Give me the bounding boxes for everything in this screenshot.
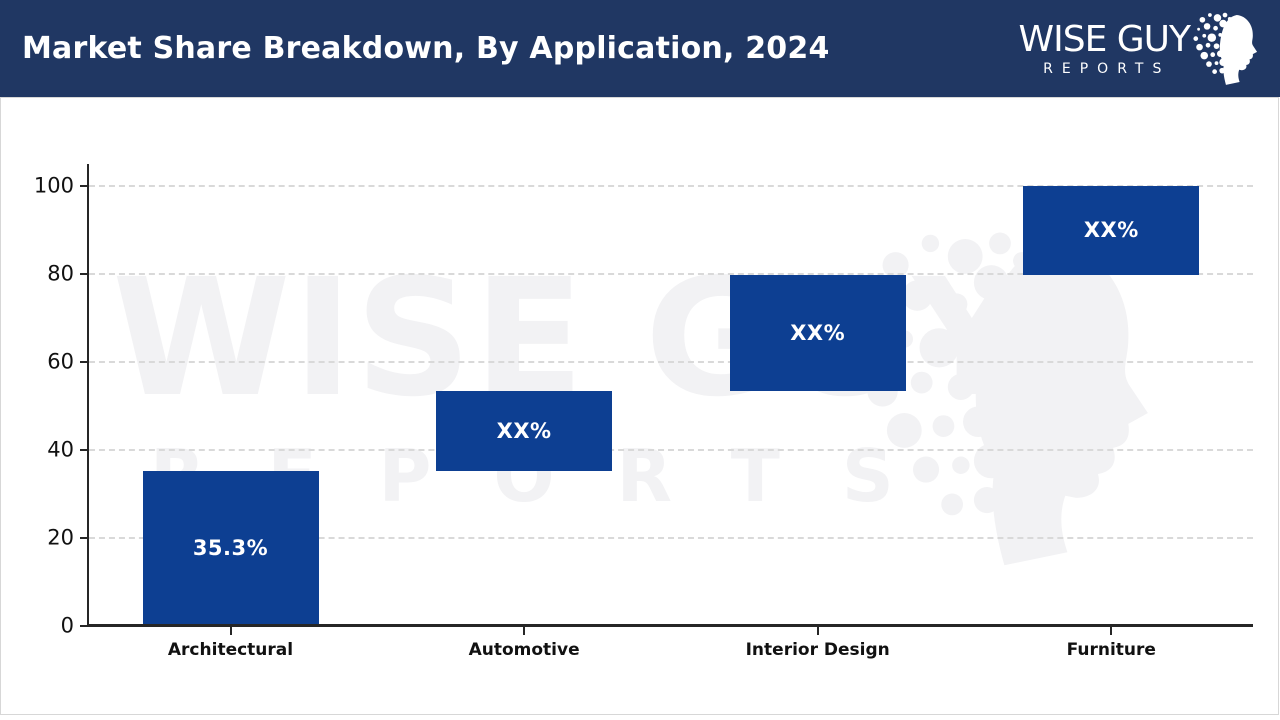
bar-value-label-interior-design: XX% — [790, 321, 846, 346]
gridline-20 — [89, 537, 1253, 539]
y-tick-label-80: 80 — [47, 261, 74, 286]
wiseguy-logo: WISE GUY REPORTS — [1019, 9, 1259, 89]
bar-furniture: XX% — [1023, 186, 1200, 275]
x-category-label-interior-design: Interior Design — [745, 640, 890, 660]
y-tick-mark-100 — [80, 185, 88, 187]
y-tick-label-40: 40 — [47, 437, 74, 462]
logo-wordmark: WISE GUY — [1018, 18, 1191, 60]
gridline-80 — [89, 273, 1253, 275]
y-tick-mark-60 — [80, 361, 88, 363]
y-tick-mark-40 — [80, 449, 88, 451]
wiseguy-logo-text: WISE GUY REPORTS — [1018, 18, 1191, 77]
logo-subtitle: REPORTS — [1043, 60, 1171, 77]
x-axis-line — [87, 624, 1253, 627]
gridline-100 — [89, 185, 1253, 187]
bar-architectural: 35.3% — [142, 470, 319, 626]
wiseguy-head-logo-icon — [1193, 12, 1258, 85]
chart-card-border — [0, 97, 1279, 715]
gridline-60 — [89, 361, 1253, 363]
bar-value-label-furniture: XX% — [1083, 218, 1139, 243]
bar-automotive: XX% — [436, 391, 613, 471]
page-title: Market Share Breakdown, By Application, … — [22, 31, 830, 66]
bar-value-label-automotive: XX% — [496, 419, 552, 444]
x-category-label-furniture: Furniture — [1066, 640, 1156, 660]
bar-value-label-architectural: 35.3% — [192, 536, 269, 561]
gridline-40 — [89, 449, 1253, 451]
y-tick-label-100: 100 — [33, 173, 74, 198]
x-tick-mark-furniture — [1110, 627, 1113, 635]
x-tick-mark-automotive — [523, 627, 526, 635]
y-tick-mark-80 — [80, 273, 88, 275]
x-category-label-automotive: Automotive — [468, 640, 580, 660]
x-tick-mark-architectural — [229, 627, 232, 635]
y-tick-label-60: 60 — [47, 349, 74, 374]
y-tick-label-0: 0 — [60, 613, 74, 638]
header-bar: Market Share Breakdown, By Application, … — [0, 0, 1280, 97]
y-tick-mark-0 — [80, 625, 88, 627]
x-tick-mark-interior-design — [816, 627, 819, 635]
y-axis-line — [87, 164, 89, 627]
y-tick-mark-20 — [80, 537, 88, 539]
bar-interior-design: XX% — [729, 274, 906, 392]
y-tick-label-20: 20 — [47, 525, 74, 550]
x-category-label-architectural: Architectural — [167, 640, 294, 660]
